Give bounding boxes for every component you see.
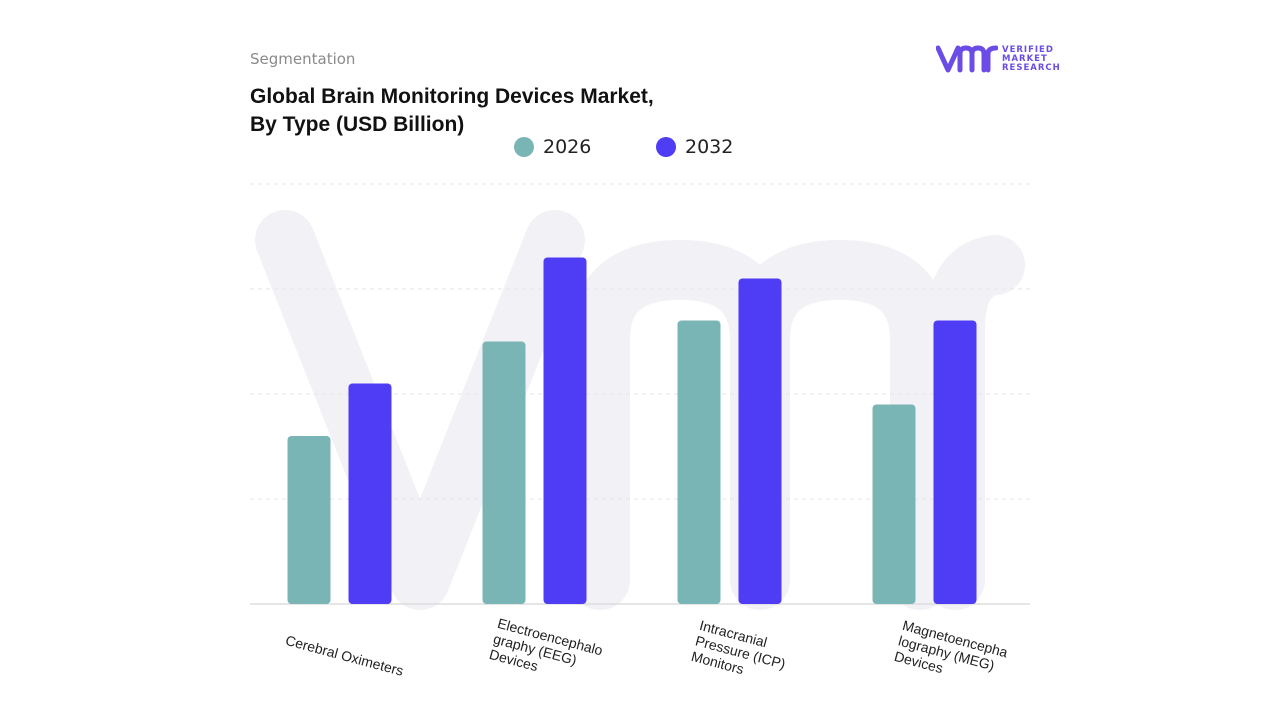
brand-logo: VERIFIED MARKET RESEARCH: [936, 44, 1061, 74]
chart-title-line-1: Global Brain Monitoring Devices Market,: [250, 85, 654, 108]
bar-2026-cat-3: [872, 404, 916, 604]
segment-label: Segmentation: [250, 50, 356, 68]
vmr-logo-icon: [936, 45, 998, 73]
bar-2032-cat-0: [348, 383, 392, 604]
bar-2026-cat-0: [287, 436, 331, 604]
brand-word-1: VERIFIED: [1002, 44, 1054, 55]
bar-2026-cat-1: [482, 341, 526, 604]
brand-word-2: MARKET: [1002, 53, 1048, 64]
chart-bars: [287, 257, 977, 604]
bar-2026-cat-2: [677, 320, 721, 604]
legend-label-2026: 2026: [543, 136, 592, 158]
chart-title: Global Brain Monitoring Devices Market, …: [250, 83, 654, 139]
bar-2032-cat-2: [738, 278, 782, 604]
legend-item-2026: 2026: [514, 136, 591, 158]
bar-2032-cat-3: [933, 320, 977, 604]
brand-wordmark: VERIFIED MARKET RESEARCH: [1002, 44, 1061, 73]
legend-swatch-2032: [656, 137, 676, 157]
legend-item-2032: 2032: [656, 136, 733, 158]
bar-2032-cat-1: [543, 257, 587, 604]
legend-swatch-2026: [514, 137, 534, 157]
legend-label-2032: 2032: [685, 136, 734, 158]
chart-title-line-2: By Type (USD Billion): [250, 113, 465, 136]
brand-word-3: RESEARCH: [1002, 62, 1061, 73]
